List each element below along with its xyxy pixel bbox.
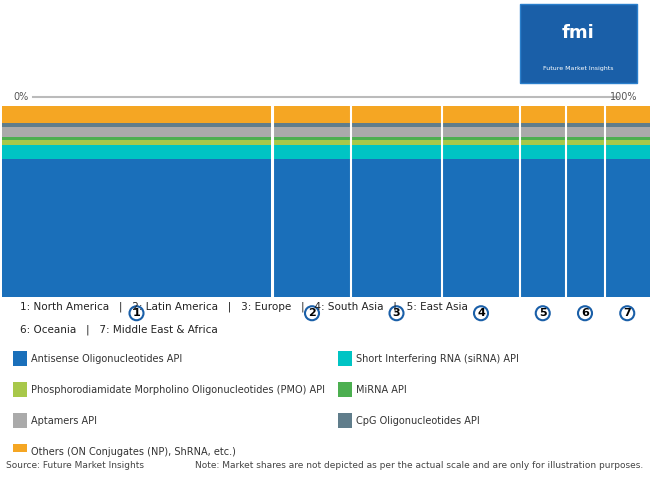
Bar (352, 106, 441, 123)
Bar (338, 413, 352, 428)
Bar (566, 127, 604, 137)
Bar (352, 127, 441, 137)
Bar (566, 140, 604, 145)
Text: Note: Market shares are not depicted as per the actual scale and are only for il: Note: Market shares are not depicted as … (195, 461, 644, 470)
Bar (521, 159, 565, 297)
Text: 0%: 0% (13, 92, 28, 102)
Text: 1: North America   |   2: Latin America   |   3: Europe   |   4: South Asia   | : 1: North America | 2: Latin America | 3:… (20, 301, 467, 312)
Bar (338, 382, 352, 397)
Bar (443, 127, 519, 137)
Bar (443, 123, 519, 127)
Text: 5: 5 (539, 308, 547, 318)
Bar (338, 351, 352, 366)
Bar (13, 351, 27, 366)
Bar (443, 145, 519, 159)
Bar (605, 123, 649, 127)
Bar (443, 137, 519, 140)
Bar (352, 145, 441, 159)
Bar (13, 444, 27, 459)
Text: Short Interfering RNA (siRNA) API: Short Interfering RNA (siRNA) API (356, 354, 519, 364)
Bar (521, 145, 565, 159)
Bar (605, 127, 649, 137)
Text: CpG Oligonucleotides API: CpG Oligonucleotides API (356, 416, 480, 426)
Bar (566, 145, 604, 159)
Bar (352, 140, 441, 145)
Text: Phosphorodiamidate Morpholino Oligonucleotides (PMO) API: Phosphorodiamidate Morpholino Oligonucle… (31, 384, 325, 395)
Bar (2, 127, 271, 137)
Bar (566, 106, 604, 123)
Text: Oligonucleotide API Market: Oligonucleotide API Market (13, 17, 247, 32)
Bar (274, 145, 350, 159)
Bar (2, 123, 271, 127)
Bar (352, 123, 441, 127)
Text: Aptamers API: Aptamers API (31, 416, 98, 426)
Bar (274, 106, 350, 123)
Bar (605, 159, 649, 297)
Bar (274, 140, 350, 145)
Text: Type Analysis, 2020: Type Analysis, 2020 (13, 56, 159, 71)
Bar (521, 123, 565, 127)
Bar (13, 382, 27, 397)
Bar (521, 127, 565, 137)
Bar (521, 140, 565, 145)
Bar (521, 106, 565, 123)
Bar (605, 137, 649, 140)
Text: 3: 3 (393, 308, 400, 318)
Bar (566, 159, 604, 297)
FancyBboxPatch shape (520, 4, 637, 84)
Text: 6: 6 (581, 308, 589, 318)
Bar (274, 123, 350, 127)
Text: fmi: fmi (562, 24, 595, 42)
Text: 1: 1 (133, 308, 140, 318)
Text: 7: 7 (623, 308, 631, 318)
Text: Others (ON Conjugates (NP), ShRNA, etc.): Others (ON Conjugates (NP), ShRNA, etc.) (31, 446, 236, 456)
Text: 4: 4 (477, 308, 485, 318)
Text: MiRNA API: MiRNA API (356, 384, 407, 395)
Bar (2, 106, 271, 123)
Bar (2, 137, 271, 140)
Bar (2, 159, 271, 297)
Bar (2, 145, 271, 159)
Bar (521, 137, 565, 140)
Bar (2, 140, 271, 145)
Bar (274, 159, 350, 297)
Text: 6: Oceania   |   7: Middle East & Africa: 6: Oceania | 7: Middle East & Africa (20, 324, 217, 335)
Bar (13, 413, 27, 428)
Text: Antisense Oligonucleotides API: Antisense Oligonucleotides API (31, 354, 183, 364)
Text: 2: 2 (308, 308, 316, 318)
Text: 100%: 100% (610, 92, 637, 102)
Bar (274, 127, 350, 137)
Bar (443, 140, 519, 145)
Bar (352, 137, 441, 140)
Bar (566, 137, 604, 140)
Bar (605, 106, 649, 123)
Text: Future Market Insights: Future Market Insights (543, 66, 614, 71)
Bar (443, 106, 519, 123)
Text: Key Region and Product: Key Region and Product (254, 17, 433, 32)
Bar (605, 140, 649, 145)
Bar (605, 145, 649, 159)
Bar (352, 159, 441, 297)
Bar (566, 123, 604, 127)
Bar (274, 137, 350, 140)
Bar (443, 159, 519, 297)
Text: Source: Future Market Insights: Source: Future Market Insights (6, 461, 144, 470)
